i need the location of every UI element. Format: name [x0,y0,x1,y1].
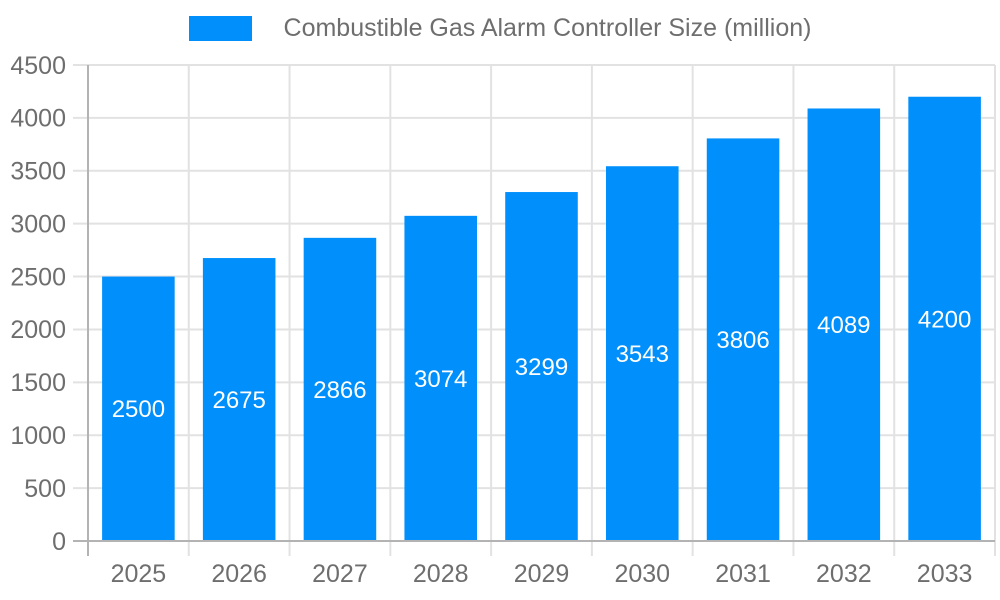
bar-value-label: 4089 [817,312,870,339]
legend-label: Combustible Gas Alarm Controller Size (m… [283,14,812,42]
bar-value-label: 3299 [515,354,568,381]
y-axis-tick-label: 2000 [10,316,66,344]
y-axis-tick-label: 2500 [10,263,66,291]
bar-2029[interactable] [505,192,578,541]
bar-value-label: 4200 [918,306,971,333]
bar-value-label: 2675 [212,387,265,414]
bar-2026[interactable] [202,258,276,541]
y-axis-tick-label: 0 [52,528,66,556]
bar-2033[interactable] [908,96,981,541]
bar-value-label: 3806 [716,327,769,354]
x-axis-tick-label: 2033 [917,560,973,588]
y-axis-tick-label: 1000 [10,422,66,450]
bar-2028[interactable] [404,215,478,541]
legend-swatch-icon [188,16,252,41]
x-axis-tick-label: 2029 [514,560,570,588]
bar-2025[interactable] [102,276,175,541]
legend-item[interactable]: Combustible Gas Alarm Controller Size (m… [188,14,812,43]
x-axis-tick-label: 2025 [111,560,167,588]
bar-2030[interactable] [605,166,679,541]
x-axis-tick-label: 2030 [614,560,670,588]
bar-2027[interactable] [303,237,377,541]
y-axis-tick-label: 500 [24,475,66,503]
x-axis-tick-label: 2026 [211,560,267,588]
y-axis-tick-label: 3000 [10,210,66,238]
x-axis-tick-label: 2031 [715,560,771,588]
y-axis-tick-label: 4500 [10,52,66,80]
y-axis-tick-label: 1500 [10,369,66,397]
bar-value-label: 2866 [313,377,366,404]
y-axis-tick-label: 3500 [10,158,66,186]
bar-2032[interactable] [807,108,881,541]
legend: Combustible Gas Alarm Controller Size (m… [0,14,1000,43]
bar-value-label: 2500 [112,396,165,423]
bar-value-label: 3543 [616,341,669,368]
y-axis-tick-label: 4000 [10,105,66,133]
bar-value-label: 3074 [414,366,467,393]
bar-2031[interactable] [706,138,780,541]
x-axis-tick-label: 2027 [312,560,368,588]
x-axis-tick-label: 2032 [816,560,872,588]
x-axis-tick-label: 2028 [413,560,469,588]
